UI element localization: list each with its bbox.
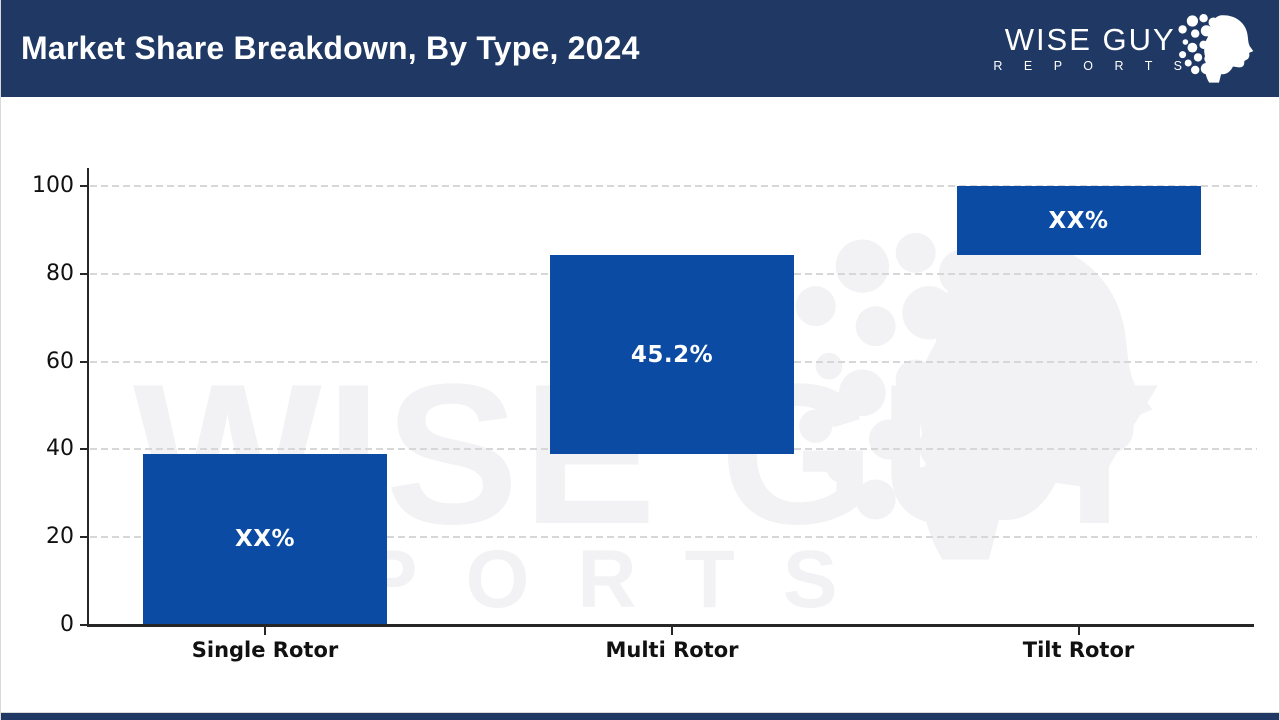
chart-area: WISE GUY REPORTS 0 20 40 60 80 100 Single Roto… [1,97,1279,712]
y-grid-line [90,185,1257,187]
header-bar: Market Share Breakdown, By Type, 2024 WI… [1,0,1279,97]
brand-wordmark: WISE GUY R E P O R T S [989,24,1191,73]
y-axis-tick [80,624,89,626]
footer-bar [1,712,1279,720]
brand-head-icon [1177,13,1261,85]
x-tick-label: Tilt Rotor [1022,638,1135,662]
x-tick-label: Multi Rotor [605,638,739,662]
y-axis-tick [80,536,89,539]
y-axis-tick [80,360,89,363]
y-tick-label: 60 [46,348,74,374]
y-tick-label: 0 [60,612,74,637]
bar-value-label: 45.2% [630,341,714,368]
x-axis-spine [87,624,1254,627]
brand-logo: WISE GUY R E P O R T S [989,13,1261,85]
y-tick-label: 40 [46,436,74,462]
x-axis-tick [1077,627,1080,635]
x-tick-label: Single Rotor [191,638,339,662]
brand-name: WISE GUY [1004,22,1176,58]
x-axis-tick [671,627,673,635]
bar: XX% [956,186,1201,256]
brand-subname: R E P O R T S [993,58,1191,73]
bar-value-label: XX% [234,526,295,553]
y-tick-label: 20 [46,524,74,550]
page-title: Market Share Breakdown, By Type, 2024 [21,30,640,66]
y-axis-tick [80,448,89,451]
y-grid-line [90,536,1257,539]
bar: 45.2% [550,255,794,454]
x-axis-tick [264,627,266,635]
bar: XX% [143,453,387,625]
y-tick-label: 100 [32,173,74,198]
bar-value-label: XX% [1048,207,1109,234]
y-axis-tick [80,185,89,187]
plot: 0 20 40 60 80 100 Single Rotor Multi Rotor Tilt … [1,97,1279,712]
y-tick-label: 80 [46,260,74,286]
y-axis-tick [80,272,89,275]
y-axis-spine [87,168,89,627]
